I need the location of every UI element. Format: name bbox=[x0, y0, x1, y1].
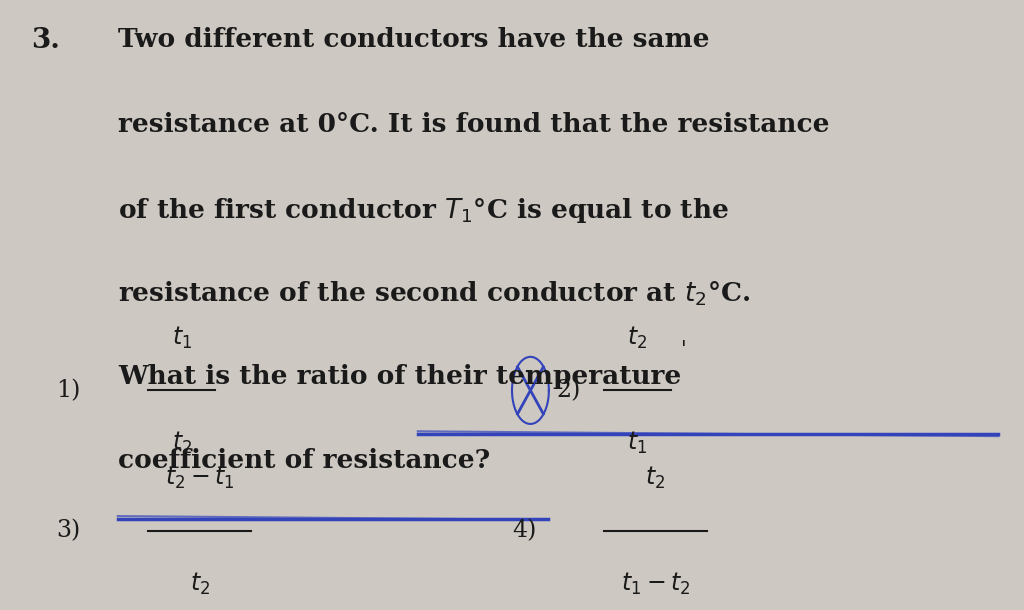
Text: of the first conductor $T_1$°C is equal to the: of the first conductor $T_1$°C is equal … bbox=[118, 196, 729, 225]
Text: 1): 1) bbox=[56, 379, 81, 402]
Text: $t_1$: $t_1$ bbox=[628, 430, 647, 456]
Text: Two different conductors have the same: Two different conductors have the same bbox=[118, 27, 710, 52]
Text: $t_2$: $t_2$ bbox=[645, 465, 666, 491]
Text: $t_2$: $t_2$ bbox=[189, 570, 210, 597]
Text: 2): 2) bbox=[556, 379, 581, 402]
Text: resistance of the second conductor at $t_2$°C.: resistance of the second conductor at $t… bbox=[118, 280, 750, 309]
Text: 3.: 3. bbox=[31, 27, 59, 54]
Text: coefficient of resistance?: coefficient of resistance? bbox=[118, 448, 489, 473]
Text: What is the ratio of their temperature: What is the ratio of their temperature bbox=[118, 364, 681, 389]
Text: resistance at 0°C. It is found that the resistance: resistance at 0°C. It is found that the … bbox=[118, 112, 829, 137]
Text: $t_1$: $t_1$ bbox=[172, 325, 191, 351]
Text: $t_1-t_2$: $t_1-t_2$ bbox=[621, 570, 690, 597]
Text: 4): 4) bbox=[512, 519, 537, 542]
Text: $t_2$: $t_2$ bbox=[172, 430, 191, 456]
Text: $t_2$: $t_2$ bbox=[628, 325, 647, 351]
Text: ': ' bbox=[681, 340, 687, 359]
Text: $t_2-t_1$: $t_2-t_1$ bbox=[165, 465, 234, 491]
Text: 3): 3) bbox=[56, 519, 81, 542]
